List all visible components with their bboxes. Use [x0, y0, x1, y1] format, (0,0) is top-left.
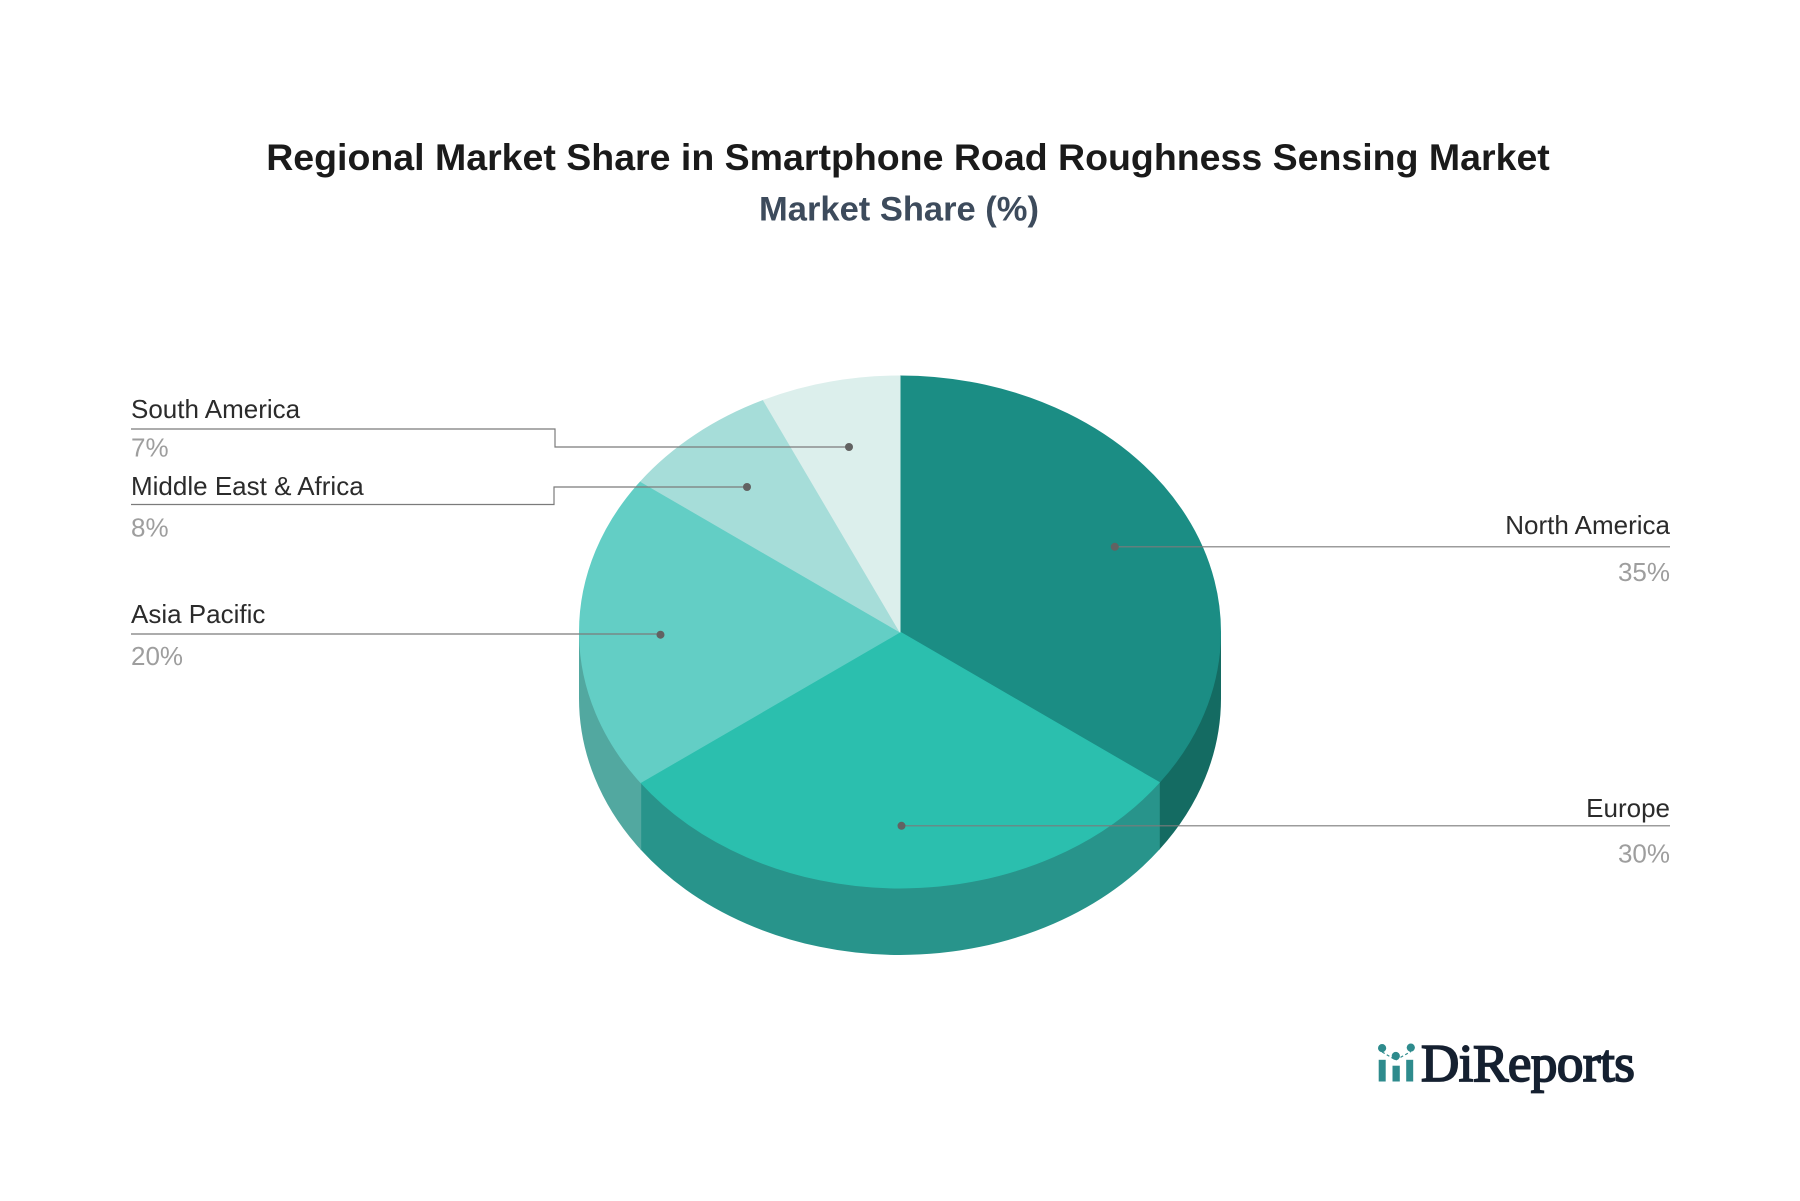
svg-text:30%: 30% [1618, 839, 1670, 869]
svg-text:Regional Market Share in Smart: Regional Market Share in Smartphone Road… [266, 136, 1550, 178]
svg-text:8%: 8% [131, 513, 169, 543]
svg-text:7%: 7% [131, 433, 169, 463]
svg-text:South America: South America [131, 394, 301, 424]
svg-text:35%: 35% [1618, 557, 1670, 587]
svg-text:DiReports: DiReports [1421, 1035, 1634, 1093]
svg-text:Middle East & Africa: Middle East & Africa [131, 471, 364, 501]
svg-text:Asia Pacific: Asia Pacific [131, 599, 265, 629]
svg-text:Europe: Europe [1586, 793, 1670, 823]
svg-text:20%: 20% [131, 641, 183, 671]
svg-text:Market Share (%): Market Share (%) [759, 191, 1039, 229]
svg-text:North America: North America [1505, 510, 1670, 540]
